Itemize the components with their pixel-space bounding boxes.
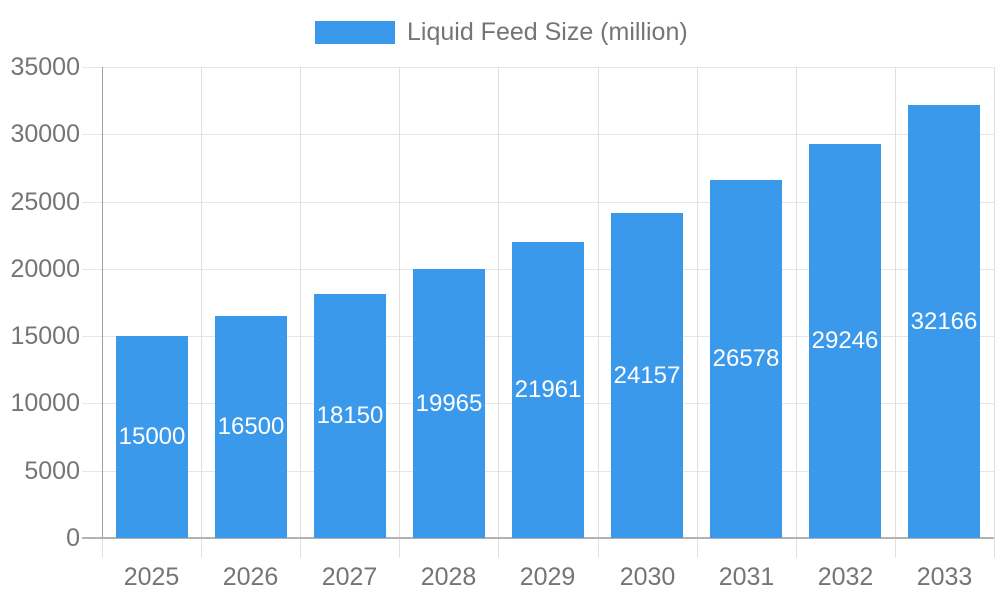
x-axis-label: 2026 <box>222 563 279 591</box>
v-gridline <box>895 67 896 558</box>
y-axis-line <box>102 67 103 538</box>
bar-value-label: 16500 <box>217 413 285 440</box>
x-axis-label: 2032 <box>817 563 874 591</box>
bar[interactable]: 18150 <box>314 294 386 538</box>
bar-value-label: 24157 <box>613 361 681 389</box>
v-gridline <box>796 67 797 558</box>
x-axis-label: 2025 <box>123 563 180 591</box>
x-axis-label: 2031 <box>718 563 775 591</box>
h-gridline <box>82 202 994 203</box>
x-axis-label: 2030 <box>619 563 676 591</box>
bar[interactable]: 19965 <box>413 269 485 538</box>
bar-value-label: 18150 <box>316 402 384 429</box>
y-axis-label: 30000 <box>10 120 80 148</box>
v-gridline <box>201 67 202 558</box>
v-gridline <box>598 67 599 558</box>
bar[interactable]: 29246 <box>809 144 881 538</box>
x-axis-label: 2027 <box>321 563 378 591</box>
bar-value-label: 29246 <box>811 327 879 354</box>
v-gridline <box>498 67 499 558</box>
y-axis-label: 15000 <box>10 322 80 350</box>
v-gridline <box>399 67 400 558</box>
bar-value-label: 21961 <box>514 376 582 403</box>
bar-value-label: 32166 <box>910 307 978 335</box>
bar[interactable]: 21961 <box>512 242 584 538</box>
bar[interactable]: 24157 <box>611 213 683 538</box>
y-axis-label: 25000 <box>10 188 80 216</box>
y-axis-label: 35000 <box>10 53 80 81</box>
y-axis-label: 10000 <box>10 389 80 417</box>
bar[interactable]: 15000 <box>116 336 188 538</box>
x-axis-label: 2029 <box>519 563 576 591</box>
bar-value-label: 26578 <box>712 345 780 372</box>
v-gridline <box>697 67 698 558</box>
v-gridline <box>994 67 995 558</box>
y-axis-label: 5000 <box>24 457 80 485</box>
y-axis-label: 20000 <box>10 255 80 283</box>
y-axis-label: 0 <box>66 524 80 552</box>
h-gridline <box>82 134 994 135</box>
bar-value-label: 19965 <box>415 389 483 417</box>
h-gridline <box>82 67 994 68</box>
legend[interactable]: Liquid Feed Size (million) <box>315 20 688 45</box>
x-axis-label: 2028 <box>420 563 477 591</box>
legend-swatch <box>315 21 395 44</box>
v-gridline <box>300 67 301 558</box>
x-axis-label: 2033 <box>916 563 973 591</box>
bar[interactable]: 16500 <box>215 316 287 538</box>
bar[interactable]: 32166 <box>908 105 980 538</box>
x-axis-tick <box>102 538 103 558</box>
bar-value-label: 15000 <box>118 423 186 450</box>
legend-label: Liquid Feed Size (million) <box>407 18 688 46</box>
x-axis-line <box>82 537 994 539</box>
bar[interactable]: 26578 <box>710 180 782 538</box>
